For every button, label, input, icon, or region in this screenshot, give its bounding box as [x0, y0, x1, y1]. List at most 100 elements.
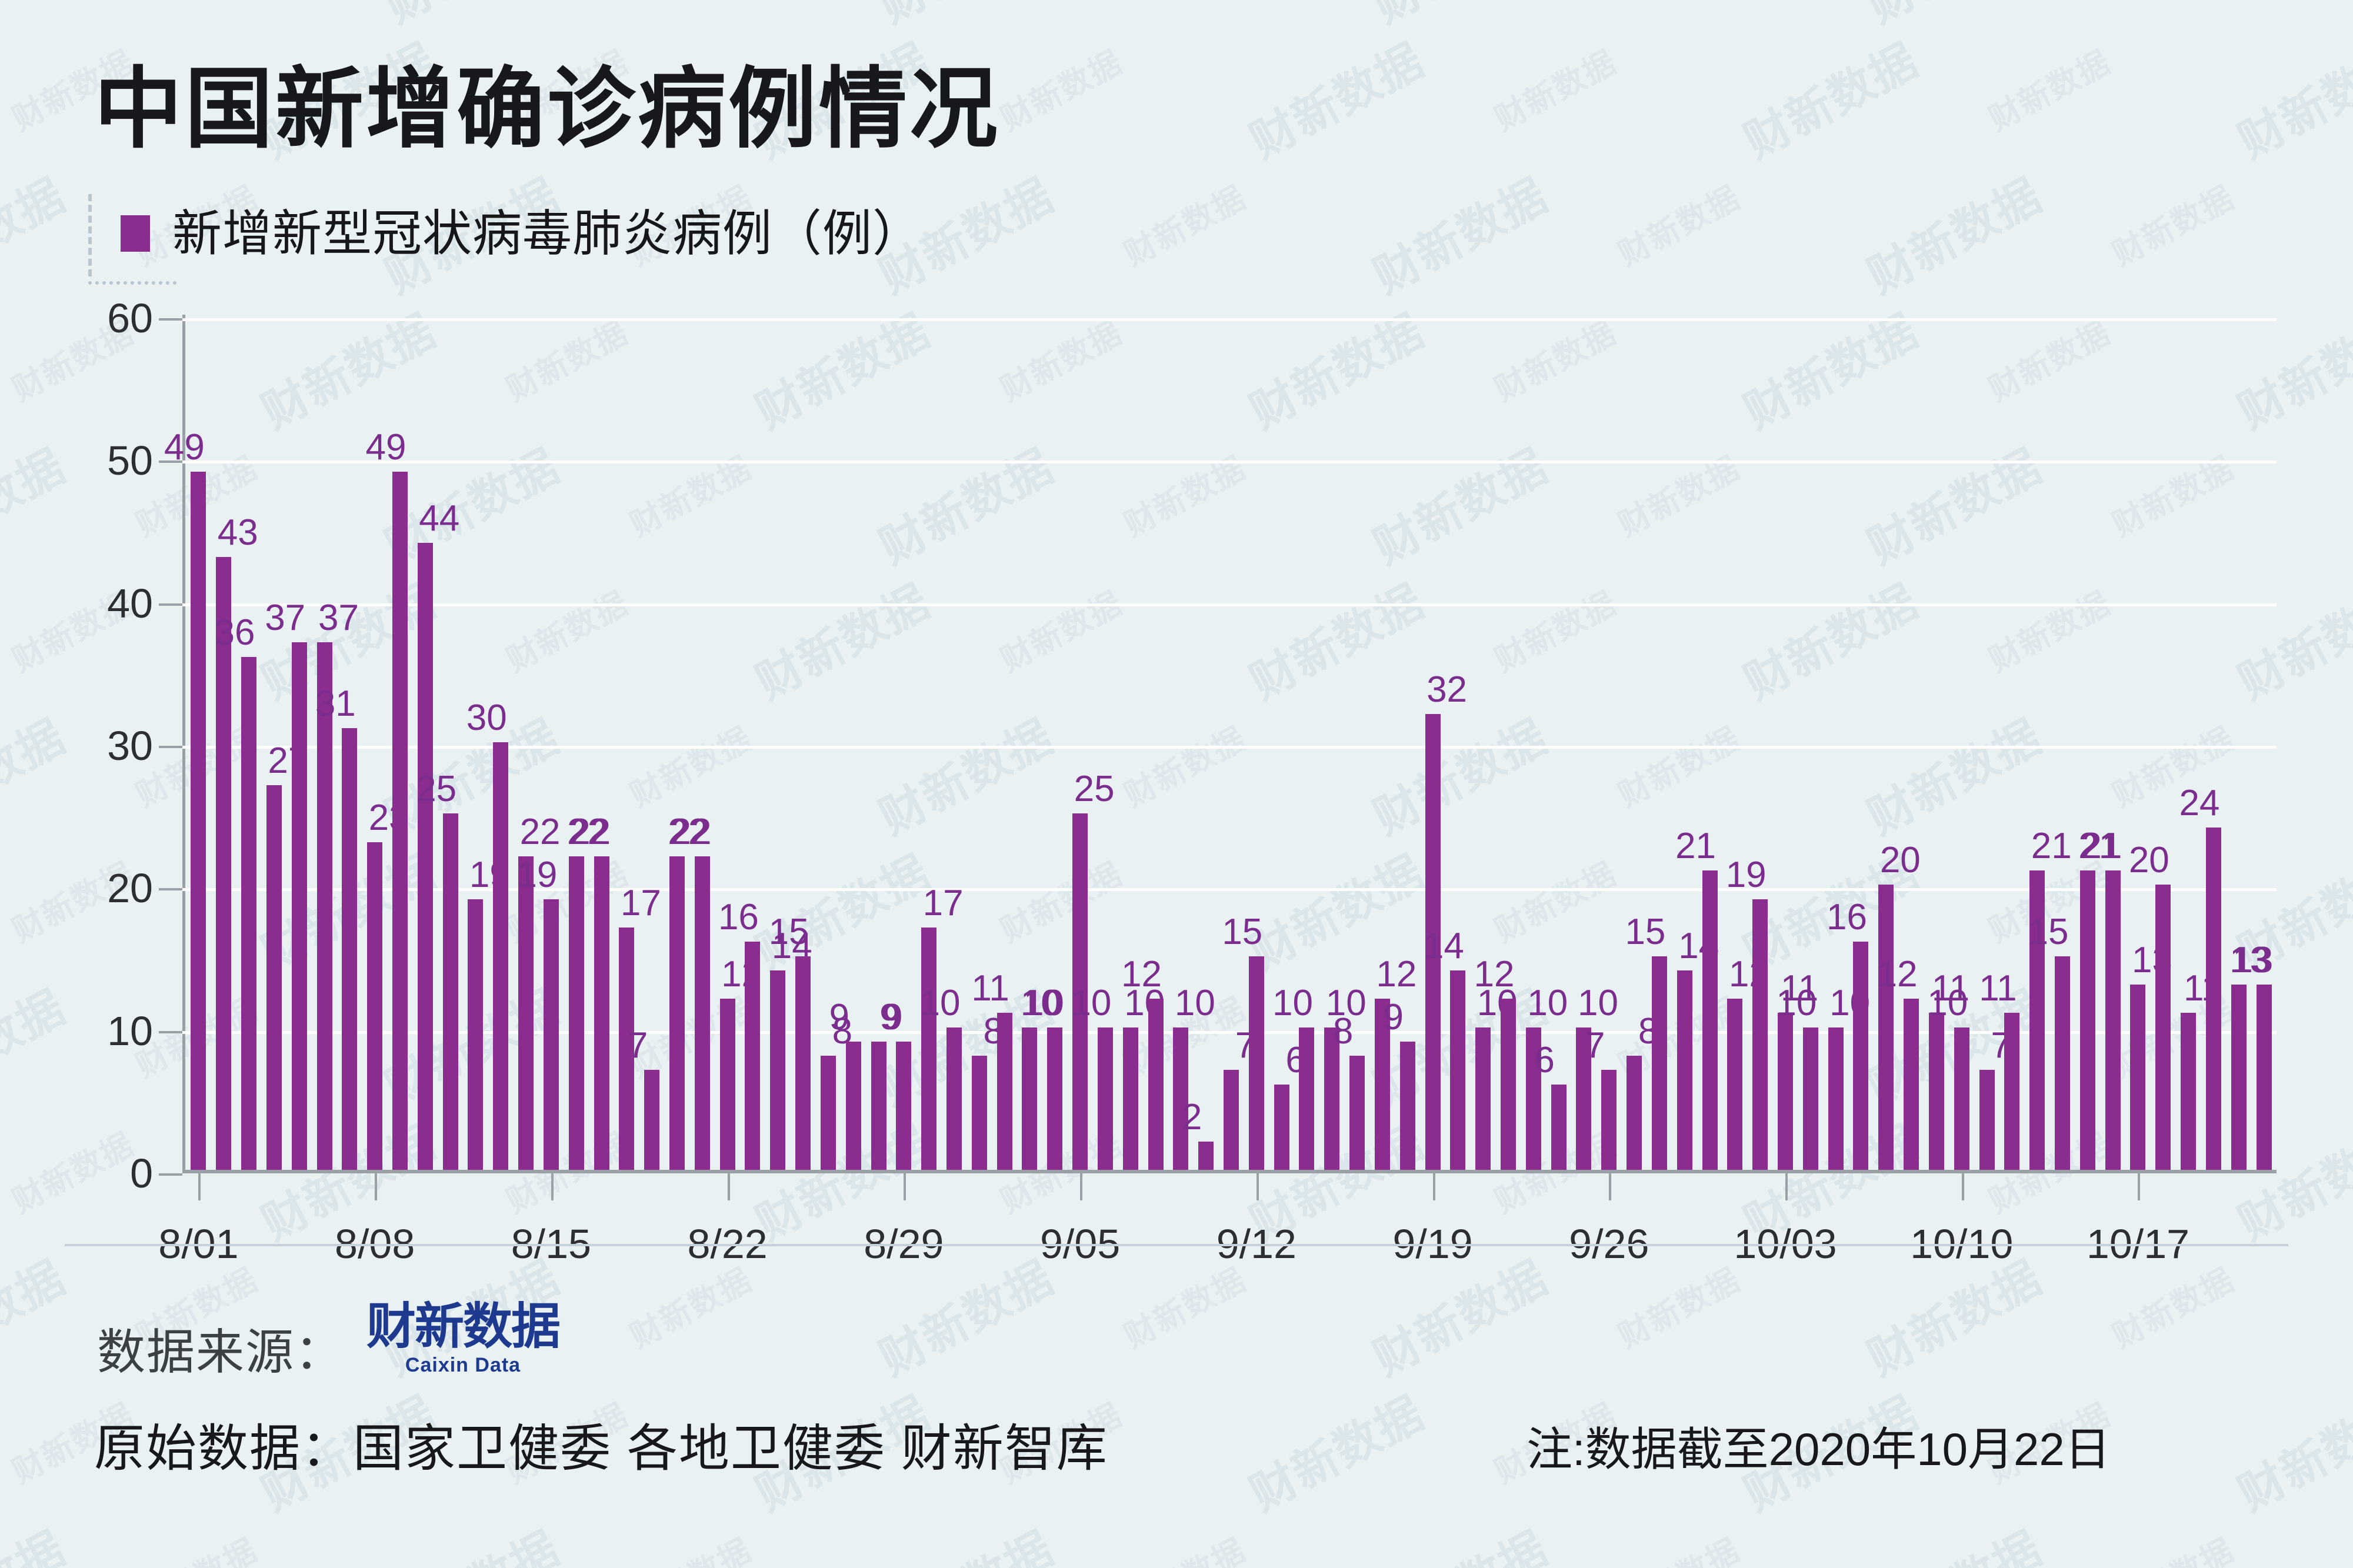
bar[interactable]	[971, 1056, 987, 1170]
bar-item[interactable]: 49	[164, 315, 211, 1170]
bar[interactable]	[1752, 899, 1768, 1170]
bar[interactable]	[1475, 1027, 1491, 1170]
bar-item[interactable]: 19	[1726, 315, 1773, 1170]
bar-item[interactable]: 12	[1370, 315, 1417, 1170]
bar[interactable]	[1954, 1027, 1969, 1170]
bar-item[interactable]: 21	[1675, 315, 1722, 1170]
bar[interactable]	[795, 956, 811, 1170]
bar[interactable]	[1047, 1027, 1063, 1170]
bar[interactable]	[1399, 1041, 1415, 1170]
bar-item[interactable]: 10	[1118, 315, 1165, 1170]
bar[interactable]	[1072, 813, 1088, 1170]
bar-item[interactable]: 10	[1521, 315, 1568, 1170]
bar-item[interactable]: 19	[463, 315, 510, 1170]
bar-item[interactable]: 16	[1827, 315, 1874, 1170]
bar-item[interactable]: 12	[1474, 315, 1521, 1170]
bar-item[interactable]: 7	[1219, 315, 1255, 1170]
bar-item[interactable]: 24	[2179, 315, 2227, 1170]
bar-item[interactable]: 20	[2129, 315, 2176, 1170]
bar[interactable]	[921, 928, 937, 1170]
bar-item[interactable]: 14	[1424, 315, 1471, 1170]
bar[interactable]	[2105, 870, 2121, 1170]
bar-item[interactable]: 21	[2025, 315, 2072, 1170]
bar[interactable]	[1374, 999, 1390, 1170]
bar[interactable]	[241, 656, 257, 1170]
bar-item[interactable]: 44	[412, 315, 459, 1170]
bar[interactable]	[1198, 1141, 1214, 1170]
bar[interactable]	[1778, 1013, 1794, 1170]
bar-item[interactable]: 10	[1071, 315, 1118, 1170]
bar-item[interactable]: 22	[665, 315, 711, 1170]
bar[interactable]	[946, 1027, 962, 1170]
bar[interactable]	[2079, 870, 2095, 1170]
bar-item[interactable]: 6	[1269, 315, 1306, 1170]
bar[interactable]	[719, 999, 735, 1170]
bar[interactable]	[1904, 999, 1919, 1170]
bar-item[interactable]: 10	[1319, 315, 1367, 1170]
bar-item[interactable]: 12	[1877, 315, 1924, 1170]
bar[interactable]	[1651, 956, 1667, 1170]
bar[interactable]	[2205, 828, 2221, 1170]
bar[interactable]	[1576, 1027, 1592, 1170]
bar[interactable]	[291, 642, 307, 1170]
bar[interactable]	[2055, 956, 2071, 1170]
bar[interactable]	[1802, 1027, 1818, 1170]
bar-item[interactable]: 10	[1823, 315, 1870, 1170]
bar-item[interactable]: 25	[416, 315, 463, 1170]
bar-item[interactable]: 13	[2125, 315, 2172, 1170]
bar[interactable]	[845, 1041, 861, 1170]
bar[interactable]	[1122, 1027, 1138, 1170]
bar[interactable]	[871, 1041, 886, 1170]
bar[interactable]	[820, 1056, 836, 1170]
bar-item[interactable]: 10	[1571, 315, 1618, 1170]
bar[interactable]	[191, 471, 206, 1170]
bar-item[interactable]: 15	[1222, 315, 1269, 1170]
bar[interactable]	[1324, 1027, 1340, 1170]
bar[interactable]	[1702, 870, 1718, 1170]
bar[interactable]	[518, 856, 534, 1170]
bar-item[interactable]: 49	[365, 315, 413, 1170]
bar[interactable]	[2256, 984, 2272, 1170]
bar[interactable]	[1274, 1084, 1289, 1170]
bar[interactable]	[1248, 956, 1264, 1170]
bar[interactable]	[1878, 885, 1894, 1170]
bar[interactable]	[644, 1070, 660, 1170]
bar[interactable]	[770, 970, 786, 1170]
bar[interactable]	[2004, 1013, 2020, 1170]
bar[interactable]	[1928, 1013, 1944, 1170]
bar-item[interactable]: 7	[1585, 315, 1622, 1170]
bar-item[interactable]: 10	[1927, 315, 1974, 1170]
bar[interactable]	[1727, 999, 1743, 1170]
bar[interactable]	[1601, 1070, 1617, 1170]
bar-item[interactable]: 22	[668, 315, 715, 1170]
bar[interactable]	[342, 728, 358, 1170]
bar[interactable]	[2130, 984, 2146, 1170]
bar-item[interactable]: 21	[2075, 315, 2122, 1170]
bar[interactable]	[1853, 942, 1869, 1170]
bar-item[interactable]: 6	[1534, 315, 1571, 1170]
bar[interactable]	[1551, 1084, 1567, 1170]
bar[interactable]	[1450, 970, 1466, 1170]
bar[interactable]	[543, 899, 559, 1170]
bar-item[interactable]: 13	[2229, 315, 2277, 1170]
bar[interactable]	[2181, 1013, 2197, 1170]
bar[interactable]	[1223, 1070, 1239, 1170]
bar-item[interactable]: 12	[715, 315, 762, 1170]
bar-item[interactable]: 9	[829, 315, 866, 1170]
bar[interactable]	[619, 928, 635, 1170]
bar[interactable]	[1349, 1056, 1365, 1170]
bar-item[interactable]: 14	[765, 315, 812, 1170]
bar[interactable]	[2155, 885, 2171, 1170]
bar-item[interactable]: 11	[1773, 315, 1818, 1170]
bar[interactable]	[442, 813, 458, 1170]
bar-item[interactable]: 13	[2226, 315, 2273, 1170]
bar-item[interactable]: 22	[514, 315, 561, 1170]
bar-item[interactable]: 9	[1383, 315, 1420, 1170]
bar-item[interactable]: 36	[215, 315, 262, 1170]
bar-item[interactable]: 10	[1021, 315, 1068, 1170]
bar[interactable]	[1979, 1070, 1995, 1170]
bar[interactable]	[896, 1041, 912, 1170]
bar[interactable]	[1501, 999, 1516, 1170]
bar-item[interactable]: 10	[1272, 315, 1319, 1170]
bar[interactable]	[493, 742, 509, 1170]
